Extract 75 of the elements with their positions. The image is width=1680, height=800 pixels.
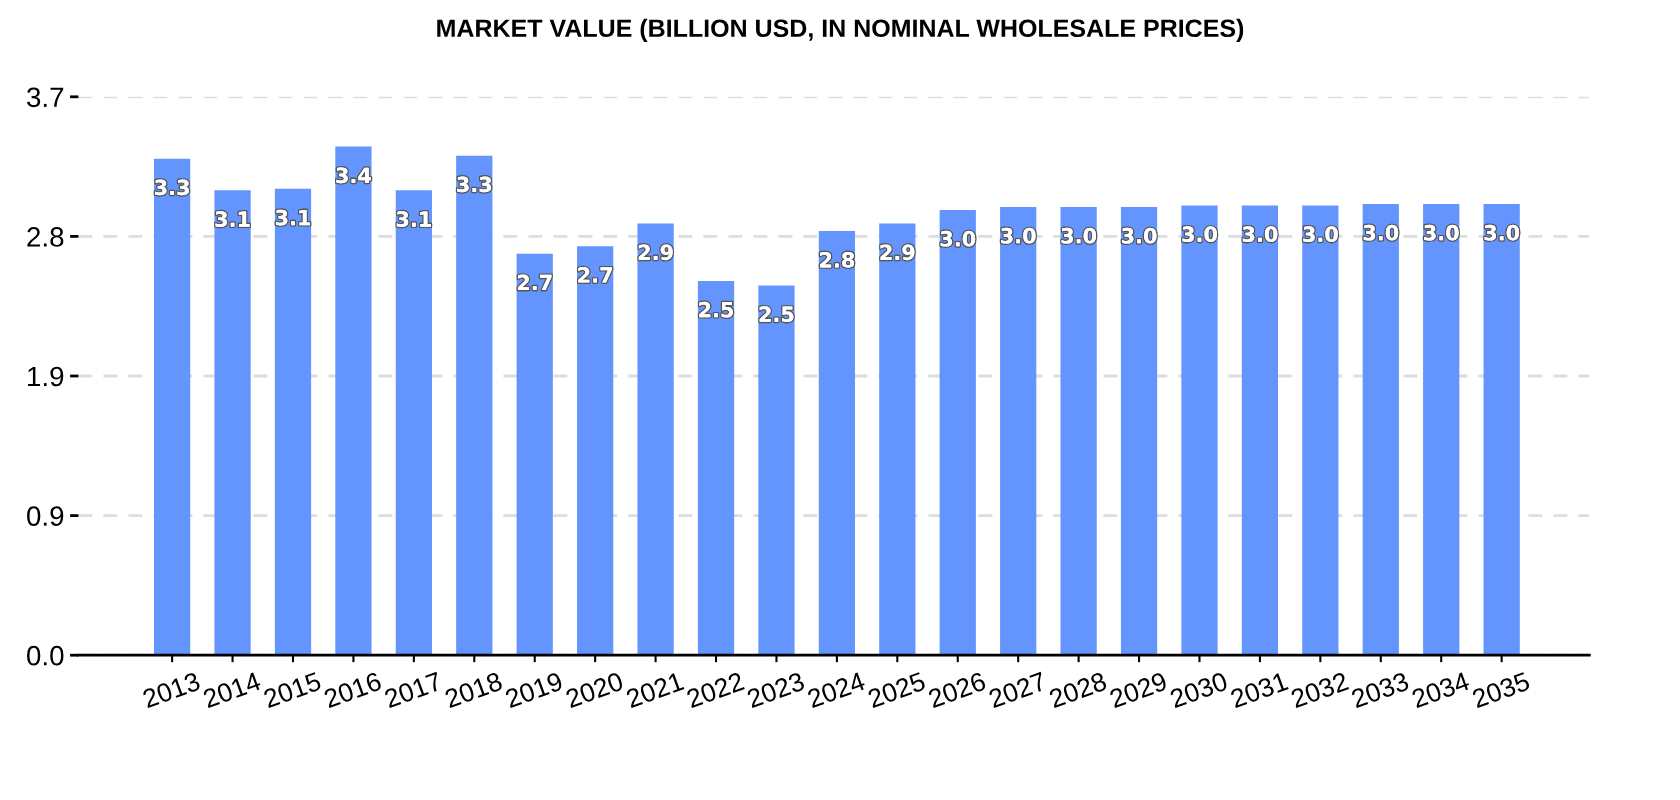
data-label: 2.7 — [517, 274, 552, 291]
x-tick-label: 2020 — [564, 671, 625, 709]
bar — [637, 223, 674, 656]
x-tick-label: 2030 — [1169, 671, 1229, 709]
x-tick-label: 2015 — [262, 671, 322, 709]
x-tick-label: 2014 — [202, 671, 262, 709]
y-tick-label: 1.9 — [28, 366, 64, 387]
data-label: 2.9 — [638, 244, 673, 261]
x-tick-label: 2016 — [323, 671, 383, 709]
data-label: 3.0 — [1182, 226, 1217, 243]
bar — [577, 246, 614, 656]
bar — [274, 188, 312, 656]
bar — [516, 253, 553, 656]
data-label: 2.5 — [699, 301, 734, 318]
x-tick-label: 2029 — [1108, 671, 1168, 709]
bar — [456, 155, 493, 656]
data-label: 2.5 — [759, 306, 794, 323]
data-label: 3.0 — [1363, 224, 1399, 241]
data-label: 3.0 — [1061, 227, 1097, 244]
data-label: 3.0 — [1242, 226, 1278, 243]
bar — [1060, 206, 1097, 656]
bar — [1483, 203, 1520, 656]
x-tick-label: 2021 — [625, 671, 685, 709]
x-tick-label: 2032 — [1290, 671, 1350, 709]
bar — [335, 146, 372, 656]
data-label: 3.0 — [1122, 227, 1157, 244]
bar — [154, 158, 191, 656]
chart-title: MARKET VALUE (BILLION USD, IN NOMINAL WHOLESALE PRICES) — [437, 18, 1244, 43]
bar — [1423, 203, 1460, 656]
bar — [1362, 203, 1399, 656]
x-tick-label: 2035 — [1471, 671, 1531, 709]
bar — [818, 231, 856, 656]
y-tick-label: 3.7 — [27, 87, 64, 108]
x-tick-label: 2025 — [867, 671, 927, 709]
x-tick-label: 2017 — [383, 671, 443, 709]
x-tick-label: 2022 — [685, 671, 745, 709]
x-tick-label: 2027 — [987, 671, 1047, 709]
bar — [1181, 205, 1218, 656]
data-label: 3.1 — [396, 211, 431, 227]
x-tick-label: 2013 — [141, 671, 202, 709]
bar — [395, 190, 432, 656]
data-label: 2.9 — [880, 244, 915, 261]
x-tick-label: 2023 — [746, 671, 806, 709]
data-label: 3.0 — [1001, 227, 1036, 244]
bar — [697, 280, 735, 656]
data-label: 3.1 — [275, 209, 311, 226]
data-label: 3.0 — [1424, 224, 1459, 241]
x-tick-label: 2019 — [504, 671, 564, 709]
data-label: 3.4 — [336, 167, 371, 184]
y-tick-label: 2.8 — [27, 227, 64, 247]
bar — [1241, 205, 1279, 656]
x-tick-label: 2024 — [806, 671, 867, 709]
data-label: 3.0 — [1303, 226, 1338, 243]
bar — [939, 209, 976, 656]
data-label: 3.0 — [1484, 224, 1520, 241]
data-label: 2.7 — [578, 267, 612, 283]
x-tick-label: 2018 — [443, 671, 504, 709]
data-label: 3.1 — [215, 211, 250, 227]
x-tick-label: 2034 — [1410, 671, 1471, 709]
data-label: 3.3 — [155, 179, 189, 196]
y-tick-label: 0.0 — [27, 645, 64, 666]
bar — [1120, 206, 1158, 656]
bar — [214, 190, 251, 656]
data-label: 3.0 — [940, 230, 976, 247]
bar — [1302, 205, 1339, 656]
x-tick-label: 2026 — [927, 671, 987, 709]
x-tick-label: 2031 — [1229, 671, 1289, 709]
y-tick-label: 0.9 — [27, 506, 64, 526]
bar — [758, 285, 795, 656]
bar — [1000, 206, 1037, 656]
x-tick-label: 2028 — [1048, 671, 1108, 709]
data-label: 2.8 — [820, 251, 855, 268]
x-tick-label: 2033 — [1350, 671, 1410, 709]
bar — [879, 223, 916, 656]
data-label: 3.3 — [457, 176, 492, 193]
